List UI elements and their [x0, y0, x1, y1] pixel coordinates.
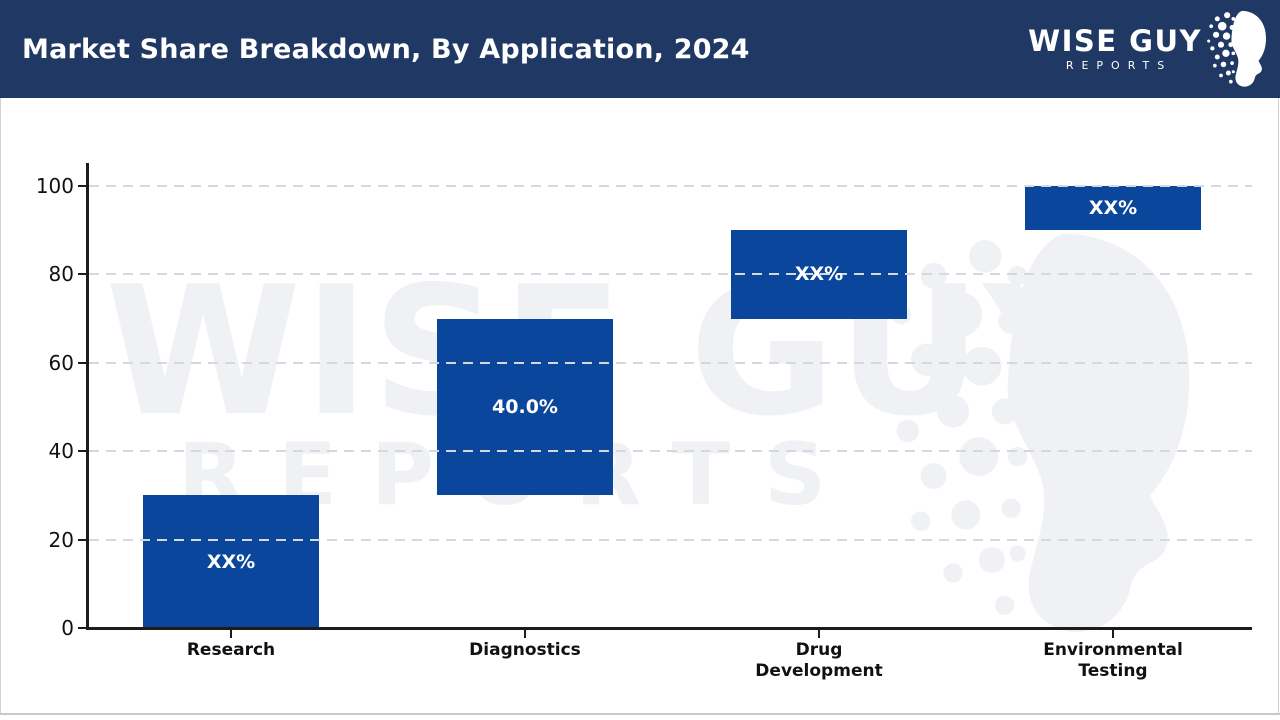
- y-axis-tick-label: 40: [48, 439, 74, 464]
- y-axis-tick-label: 20: [48, 527, 74, 552]
- page-border-left: [0, 98, 1, 714]
- y-axis-tick-mark: [78, 627, 86, 629]
- y-axis-tick-label: 0: [61, 616, 74, 640]
- x-axis-category-label-diagnostics: Diagnostics: [469, 640, 581, 660]
- brand-subtitle: REPORTS: [1065, 59, 1173, 73]
- watermark-reports-text: REPORTS: [178, 425, 861, 525]
- gridline: [89, 185, 1252, 187]
- x-axis-spine: [86, 627, 1252, 630]
- y-axis-tick-label: 80: [48, 262, 74, 287]
- y-axis-tick-mark: [78, 185, 86, 187]
- page-title: Market Share Breakdown, By Application, …: [22, 33, 750, 65]
- y-axis-tick-mark: [78, 273, 86, 276]
- y-axis-tick-mark: [78, 361, 86, 364]
- page-border-right: [1278, 98, 1279, 714]
- x-axis-tick-mark: [818, 630, 820, 638]
- header-bar: Market Share Breakdown, By Application, …: [0, 0, 1280, 98]
- brand-logo-text: WISE GUY REPORTS: [1028, 23, 1202, 73]
- y-axis-tick-mark: [78, 450, 86, 453]
- x-axis-tick-mark: [524, 630, 526, 638]
- bar-value-label-research: XX%: [206, 550, 256, 573]
- y-axis-tick-label: 60: [48, 350, 74, 375]
- watermark-head-icon: [872, 224, 1202, 644]
- page-border-bottom: [0, 713, 1280, 715]
- brand-logo: WISE GUY REPORTS: [1028, 8, 1268, 90]
- x-axis-category-label-drug-development: Drug Development: [755, 640, 883, 682]
- bar-value-label-environmental-testing: XX%: [1088, 197, 1138, 220]
- x-axis-category-label-environmental-testing: Environmental Testing: [1043, 640, 1183, 682]
- x-axis-tick-mark: [230, 630, 232, 638]
- x-axis-category-label-research: Research: [186, 640, 276, 660]
- y-axis-tick-mark: [78, 538, 86, 541]
- brand-head-icon: [1206, 9, 1268, 89]
- y-axis-tick-label: 100: [35, 174, 74, 198]
- brand-name: WISE GUY: [1028, 23, 1202, 58]
- y-axis-spine: [86, 163, 89, 630]
